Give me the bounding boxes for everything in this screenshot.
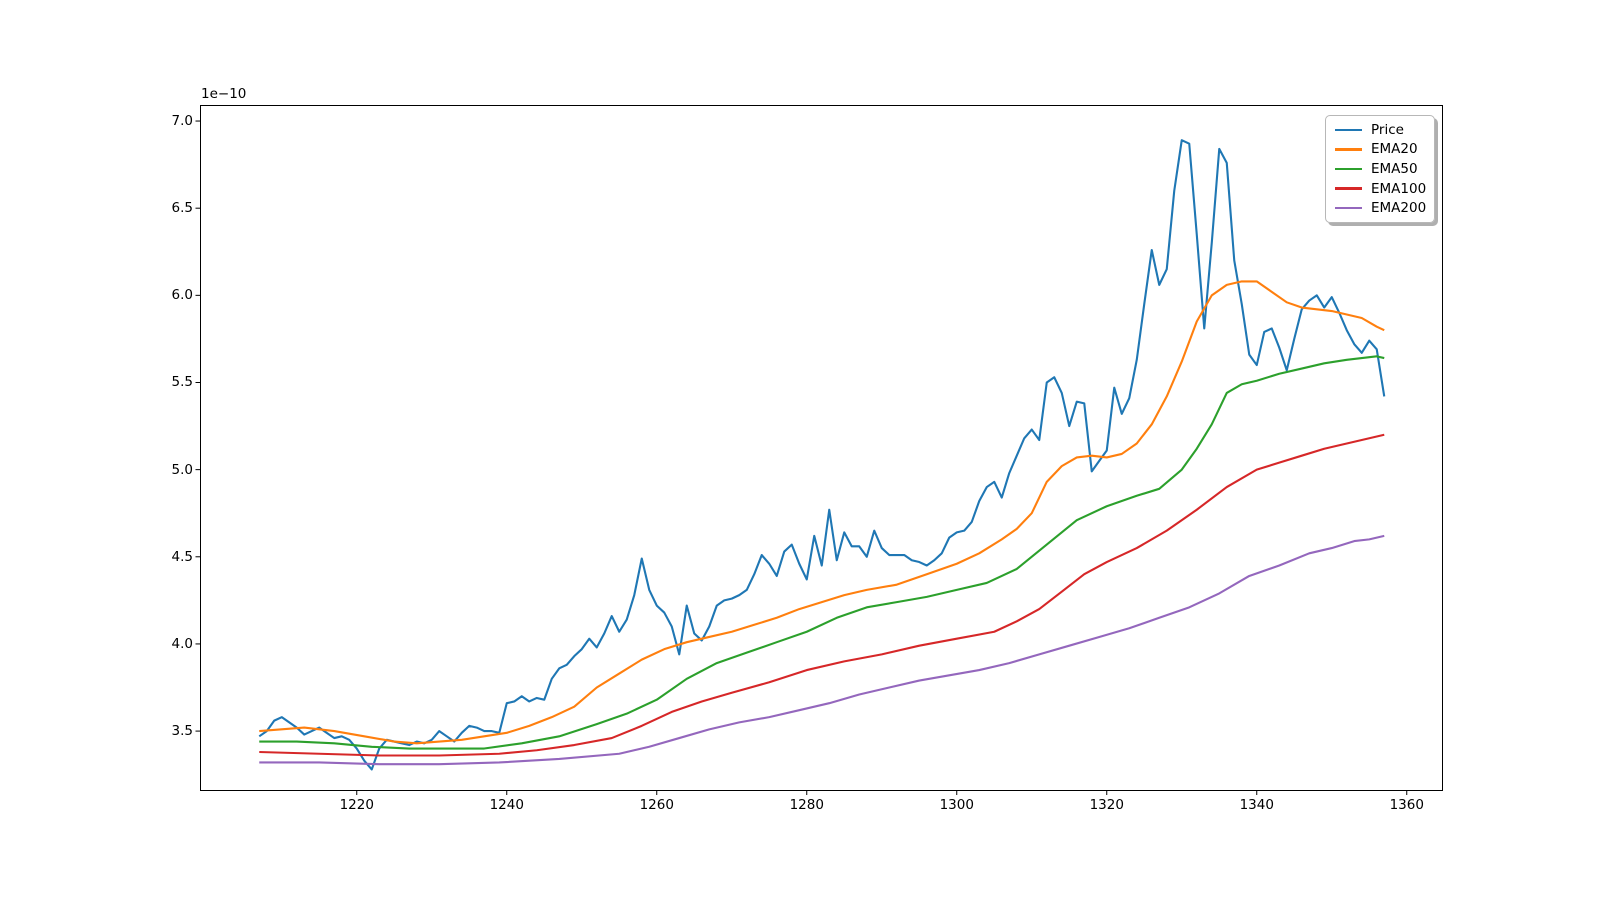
y-tick-label: 4.5 [171, 548, 193, 565]
x-tick-label: 1360 [1389, 797, 1424, 813]
x-tick-label: 1340 [1239, 797, 1274, 813]
legend-label: Price [1371, 121, 1404, 138]
legend-line-sample-ema200 [1335, 206, 1362, 210]
x-tick-label: 1320 [1089, 797, 1124, 813]
legend-item-ema100: EMA100 [1326, 179, 1434, 198]
legend-label: EMA50 [1371, 160, 1418, 177]
ema50-line [259, 355, 1385, 750]
legend: Price EMA20 EMA50 EMA100 EMA200 [1325, 115, 1435, 223]
y-tick-label: 7.0 [171, 113, 193, 130]
legend-item-ema50: EMA50 [1326, 159, 1434, 178]
legend-label: EMA20 [1371, 141, 1418, 158]
x-tick-label: 1240 [489, 797, 524, 813]
y-tick-label: 6.5 [171, 200, 193, 217]
legend-line-sample-price [1335, 128, 1362, 132]
x-tick-label: 1220 [339, 797, 374, 813]
y-tick-label: 5.0 [171, 461, 193, 478]
price-line [258, 139, 1386, 771]
y-tick-label: 5.5 [171, 374, 193, 391]
legend-line-sample-ema50 [1335, 167, 1362, 171]
x-tick-label: 1260 [639, 797, 674, 813]
y-tick-label: 4.0 [171, 635, 193, 652]
legend-label: EMA200 [1371, 200, 1427, 217]
axes-box [200, 105, 1443, 791]
y-axis-offset-label: 1e−10 [201, 86, 247, 102]
legend-item-ema20: EMA20 [1326, 140, 1434, 159]
ema200-line [259, 534, 1385, 766]
legend-line-sample-ema100 [1335, 187, 1362, 190]
y-tick-label: 3.5 [171, 723, 193, 740]
ema20-line [259, 280, 1385, 745]
legend-item-price: Price [1326, 120, 1434, 139]
legend-item-ema200: EMA200 [1326, 199, 1434, 218]
x-tick-label: 1280 [789, 797, 824, 813]
legend-label: EMA100 [1371, 180, 1427, 197]
x-tick-label: 1300 [939, 797, 974, 813]
y-tick-label: 6.0 [171, 287, 193, 304]
legend-line-sample-ema20 [1335, 148, 1362, 151]
ema100-line [259, 433, 1385, 757]
